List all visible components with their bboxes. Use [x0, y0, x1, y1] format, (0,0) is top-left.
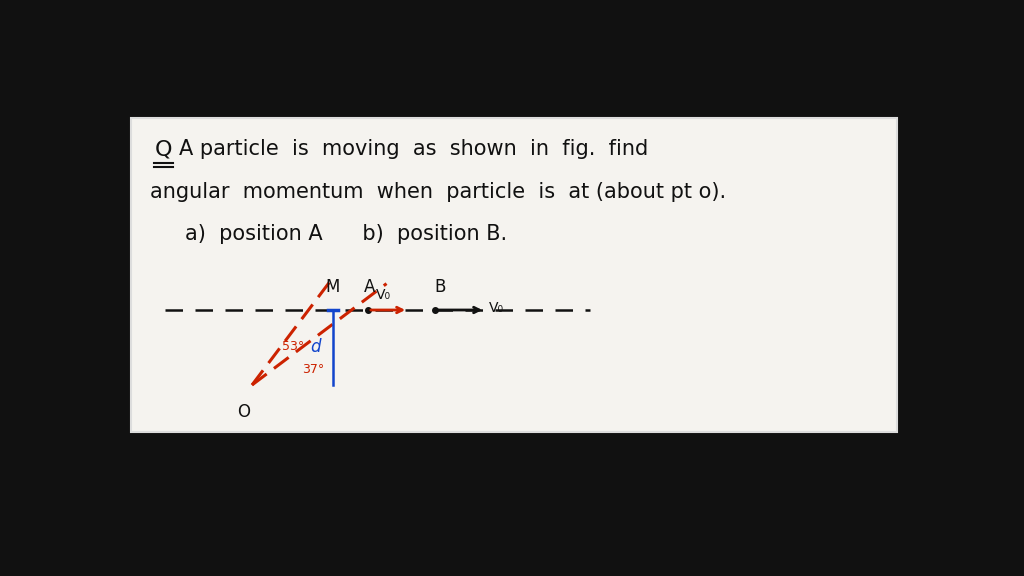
Text: angular  momentum  when  particle  is  at (about pt o).: angular momentum when particle is at (ab… — [150, 182, 726, 202]
Text: d: d — [309, 339, 321, 357]
Text: M: M — [326, 278, 340, 296]
Text: V₀: V₀ — [376, 288, 391, 302]
Text: V₀: V₀ — [489, 301, 504, 315]
Text: 37°: 37° — [302, 363, 325, 376]
Text: A particle  is  moving  as  shown  in  fig.  find: A particle is moving as shown in fig. fi… — [179, 139, 648, 159]
FancyBboxPatch shape — [131, 118, 897, 432]
Text: A: A — [365, 278, 376, 296]
Text: 53°: 53° — [282, 340, 304, 353]
Text: a)  position A      b)  position B.: a) position A b) position B. — [185, 224, 507, 244]
Text: Q: Q — [155, 139, 172, 159]
Text: O: O — [238, 403, 251, 421]
Text: B: B — [434, 278, 445, 296]
